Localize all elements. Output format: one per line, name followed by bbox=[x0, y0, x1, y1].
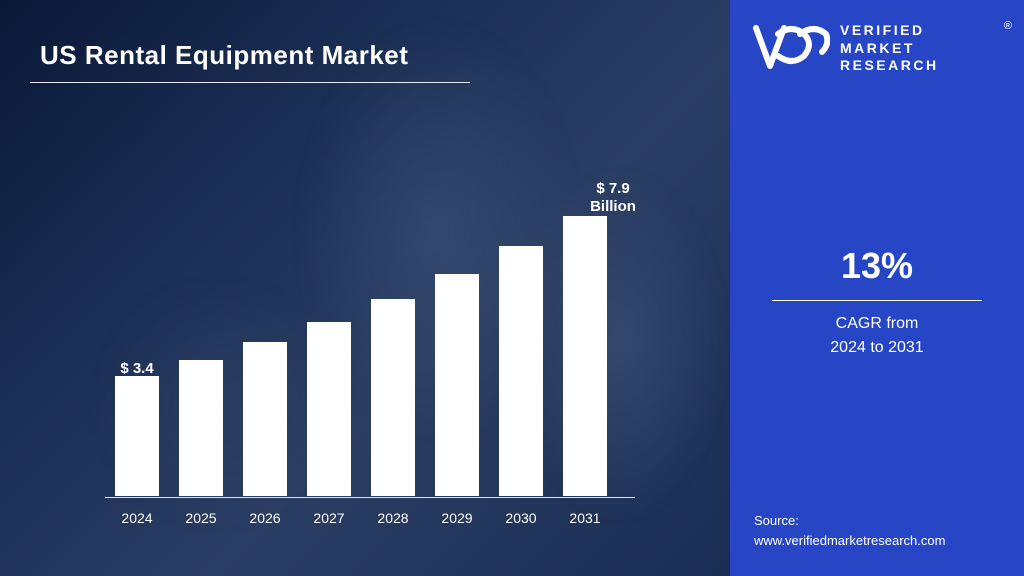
bar-chart: 20242025202620272028202920302031 $ 3.4Bi… bbox=[115, 176, 635, 526]
x-axis-labels: 2024 2025 2026 2027 2028 2029 2030 2031 bbox=[115, 510, 635, 526]
logo-text: VERIFIEDMARKETRESEARCH bbox=[840, 22, 939, 75]
last-value-label: $ 7.9Billion bbox=[579, 180, 647, 216]
title-underline bbox=[30, 82, 470, 83]
source-url: www.verifiedmarketresearch.com bbox=[754, 531, 945, 551]
brand-logo: VERIFIEDMARKETRESEARCH bbox=[752, 22, 939, 75]
bar bbox=[179, 360, 223, 496]
bar bbox=[499, 246, 543, 496]
left-panel: US Rental Equipment Market 2024202520262… bbox=[0, 0, 730, 576]
bar bbox=[307, 322, 351, 496]
bar bbox=[435, 274, 479, 496]
source-label: Source: bbox=[754, 511, 945, 531]
chart-title: US Rental Equipment Market bbox=[40, 40, 408, 71]
source-citation: Source: www.verifiedmarketresearch.com bbox=[754, 511, 945, 550]
bars-container bbox=[115, 196, 635, 496]
x-axis-label: 2029 bbox=[435, 510, 479, 526]
right-panel: VERIFIEDMARKETRESEARCH ® 13% CAGR from20… bbox=[730, 0, 1024, 576]
cagr-label: CAGR from2024 to 2031 bbox=[730, 312, 1024, 360]
bar bbox=[563, 216, 607, 496]
first-value-label: $ 3.4Billion bbox=[105, 360, 169, 396]
bar bbox=[371, 299, 415, 496]
cagr-divider bbox=[772, 300, 982, 301]
logo-mark-icon bbox=[752, 22, 830, 74]
chart-baseline bbox=[105, 497, 635, 498]
registered-mark: ® bbox=[1004, 20, 1012, 32]
x-axis-label: 2025 bbox=[179, 510, 223, 526]
x-axis-label: 2030 bbox=[499, 510, 543, 526]
x-axis-label: 2031 bbox=[563, 510, 607, 526]
x-axis-label: 2028 bbox=[371, 510, 415, 526]
x-axis-label: 2026 bbox=[243, 510, 287, 526]
bar bbox=[243, 342, 287, 496]
cagr-percent: 13% bbox=[730, 245, 1024, 287]
x-axis-label: 2024 bbox=[115, 510, 159, 526]
x-axis-label: 2027 bbox=[307, 510, 351, 526]
